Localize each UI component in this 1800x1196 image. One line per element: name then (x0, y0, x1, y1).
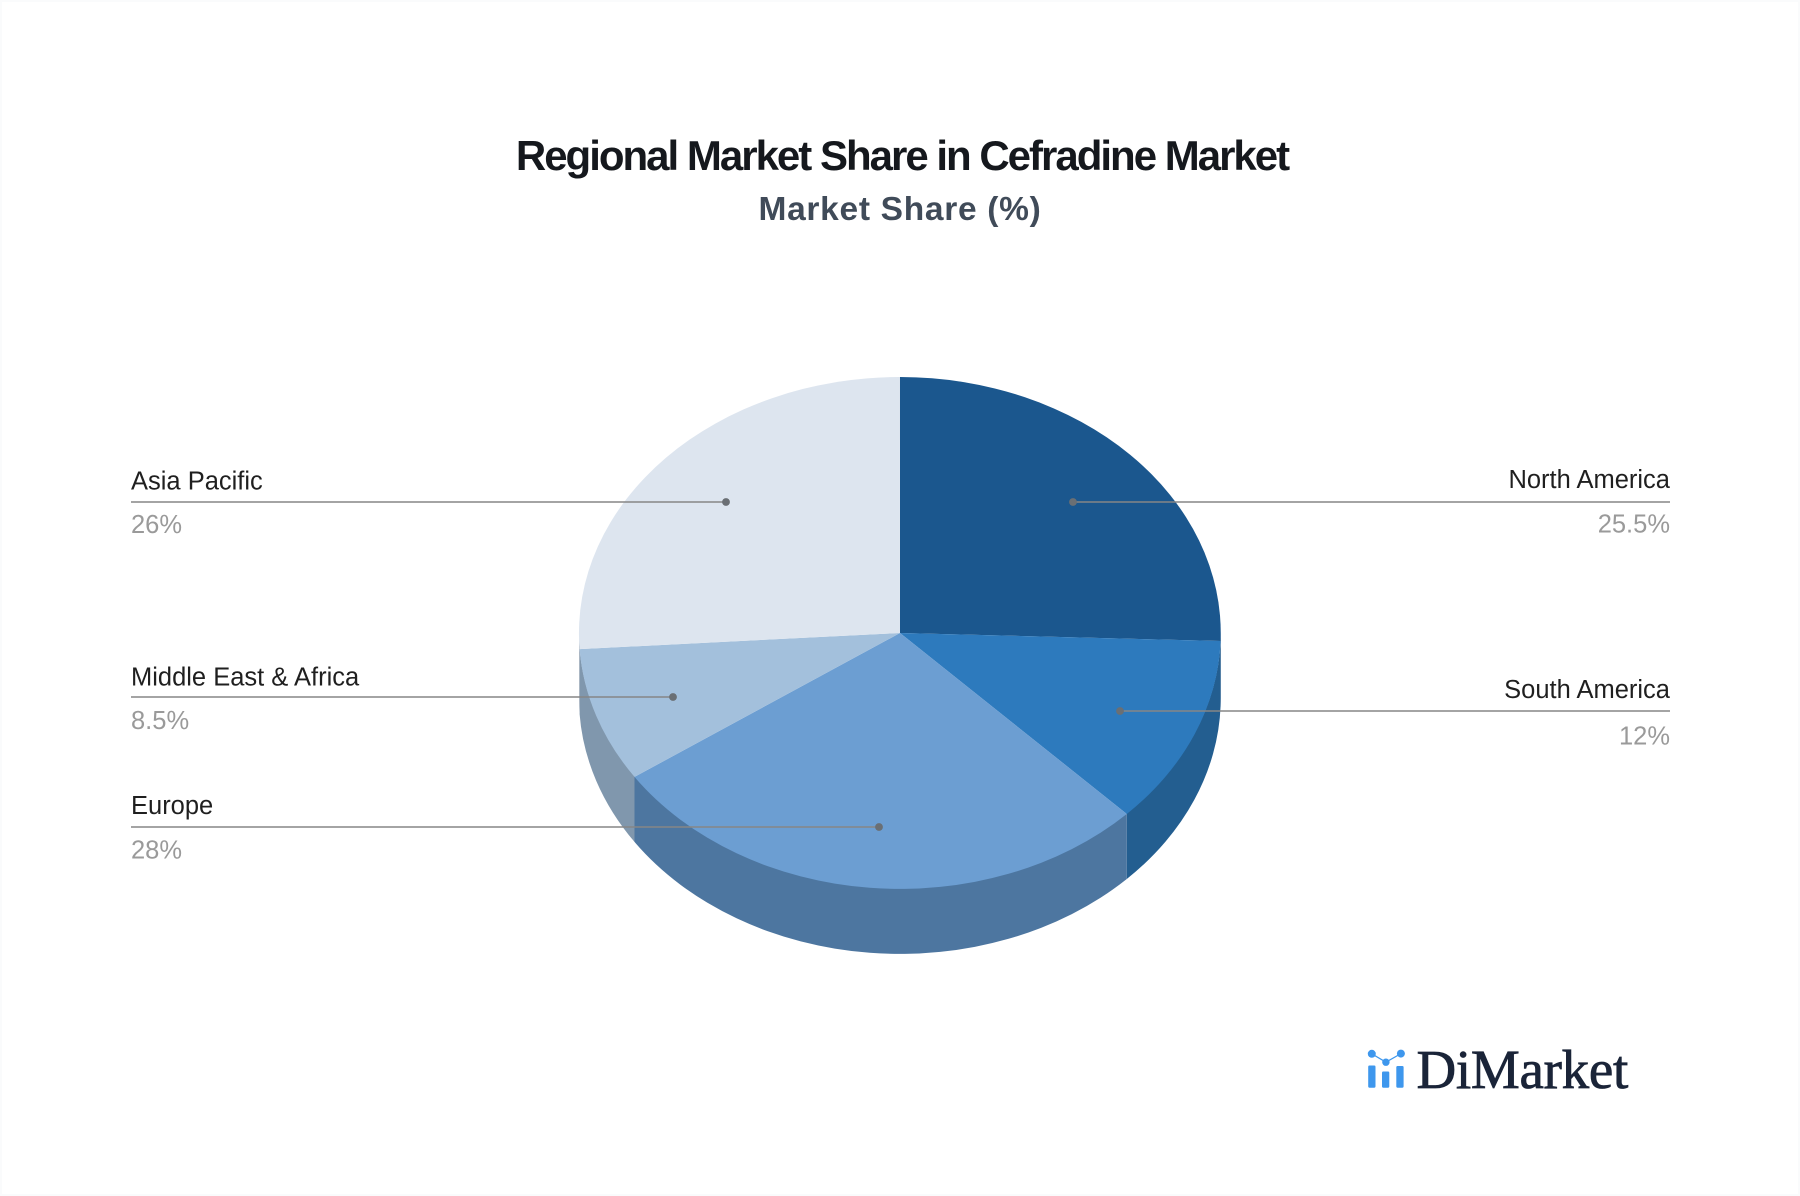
svg-text:12%: 12% (1619, 722, 1670, 750)
svg-text:8.5%: 8.5% (131, 707, 189, 735)
svg-text:Market Share (%): Market Share (%) (758, 191, 1041, 228)
svg-text:Middle East & Africa: Middle East & Africa (131, 663, 360, 691)
svg-text:DiMarket: DiMarket (1417, 1039, 1628, 1100)
svg-text:25.5%: 25.5% (1598, 511, 1670, 539)
svg-text:South America: South America (1504, 676, 1671, 704)
svg-text:26%: 26% (131, 511, 182, 539)
svg-text:Europe: Europe (131, 792, 213, 820)
svg-text:Regional Market Share in Cefra: Regional Market Share in Cefradine Marke… (516, 132, 1290, 179)
svg-text:28%: 28% (131, 837, 182, 865)
svg-text:Asia Pacific: Asia Pacific (131, 468, 263, 496)
svg-text:North America: North America (1508, 466, 1670, 494)
